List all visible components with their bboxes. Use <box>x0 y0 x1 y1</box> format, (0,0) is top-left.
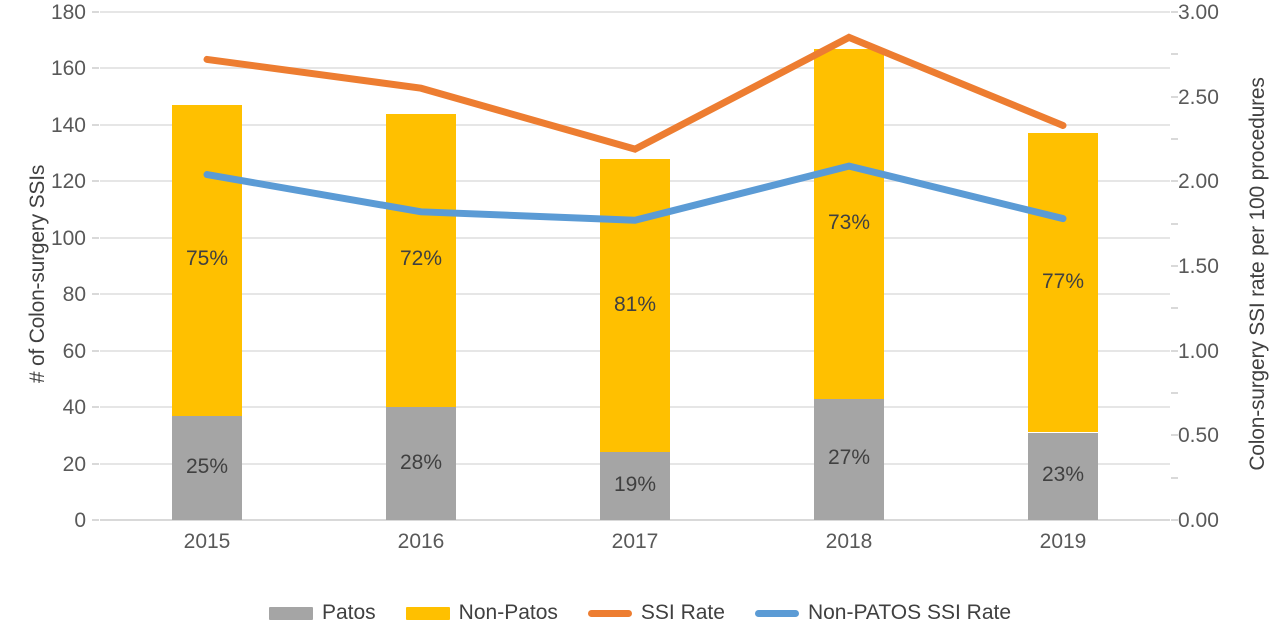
y-axis-right-tick-mark <box>1171 138 1178 140</box>
bar-data-label: 25% <box>185 454 229 478</box>
y-axis-left-tick-label: 160 <box>50 57 86 81</box>
y-axis-left-tick-mark <box>92 293 99 296</box>
gridline <box>100 11 1170 13</box>
legend-label: Patos <box>321 601 376 624</box>
y-axis-right-ticks: 0.00 0.50 1.00 1.50 2.00 2.50 3.00 <box>1178 0 1244 540</box>
y-axis-left-tick-label: 20 <box>62 452 86 476</box>
y-axis-right-tick-label: 0.00 <box>1178 509 1219 532</box>
y-axis-left-tick-mark <box>92 11 99 13</box>
y-axis-right-tick-mark <box>1171 349 1178 352</box>
x-axis-tick-label: 2015 <box>183 530 231 553</box>
legend-item-ssi-rate[interactable]: SSI Rate <box>587 601 725 625</box>
legend-item-non-patos[interactable]: Non-Patos <box>405 601 558 625</box>
legend-item-patos[interactable]: Patos <box>268 601 376 625</box>
legend-line-swatch-icon <box>754 609 799 617</box>
y-axis-right-tick-label: 2.00 <box>1178 170 1219 194</box>
bar-group[interactable]: 27% 73% <box>814 12 884 520</box>
legend-bar-swatch-icon <box>268 606 313 620</box>
y-axis-left-tick-mark <box>92 519 99 521</box>
x-axis-tick-label: 2019 <box>1039 530 1087 553</box>
bar-data-label: 23% <box>1041 463 1085 487</box>
bar-segment-patos[interactable] <box>386 407 456 520</box>
y-axis-right-tick-mark <box>1171 307 1178 310</box>
bar-data-label: 77% <box>1041 269 1085 293</box>
y-axis-right-tick-mark <box>1171 11 1178 13</box>
bar-segment-patos[interactable] <box>1028 432 1098 520</box>
bar-segment-patos[interactable] <box>600 452 670 520</box>
x-axis-line <box>100 519 1170 521</box>
y-axis-right-tick-mark <box>1171 434 1178 437</box>
y-axis-right-tick-mark <box>1171 476 1178 479</box>
legend-label: SSI Rate <box>640 601 725 624</box>
y-axis-right-tick-mark <box>1171 53 1178 56</box>
y-axis-right-tick-mark <box>1171 392 1178 394</box>
y-axis-right-title: Colon-surgery SSI rate per 100 procedure… <box>1246 77 1269 471</box>
y-axis-right-tick-mark <box>1171 180 1178 183</box>
y-axis-right-tick-mark <box>1171 265 1178 267</box>
y-axis-left-tick-mark <box>92 462 99 465</box>
y-axis-right-tick-mark <box>1171 519 1178 521</box>
legend-label: Non-Patos <box>458 601 558 624</box>
plot-area: 25% 75% 28% 72% 19% 81% 27% 73% 23% 77% <box>92 11 1178 521</box>
y-axis-left-tick-mark <box>92 67 99 70</box>
bar-group[interactable]: 25% 75% <box>172 12 242 520</box>
y-axis-left-tick-label: 0 <box>74 509 86 532</box>
y-axis-left-tick-label: 100 <box>50 226 86 250</box>
y-axis-right-tick-label: 0.50 <box>1178 424 1219 448</box>
y-axis-left-tick-label: 40 <box>62 396 86 420</box>
legend-bar-swatch-icon <box>405 606 450 620</box>
y-axis-left-tick-label: 80 <box>62 283 86 307</box>
y-axis-left-tick-mark <box>92 349 99 352</box>
bar-group[interactable]: 23% 77% <box>1028 12 1098 520</box>
y-axis-left-tick-label: 60 <box>62 339 86 363</box>
y-axis-right-tick-label: 3.00 <box>1178 1 1219 24</box>
y-axis-left-tick-mark <box>92 406 99 409</box>
x-axis-tick-label: 2017 <box>611 530 659 553</box>
x-axis-labels: 2015 2016 2017 2018 2019 <box>100 530 1170 570</box>
legend-line-swatch-icon <box>587 609 632 617</box>
y-axis-right-tick-label: 1.00 <box>1178 339 1219 363</box>
bar-data-label: 72% <box>399 247 443 271</box>
y-axis-right-tick-label: 1.50 <box>1178 255 1219 278</box>
x-axis-tick-label: 2016 <box>397 530 445 553</box>
bar-data-label: 75% <box>185 247 229 271</box>
bar-segment-patos[interactable] <box>814 398 884 520</box>
legend-label: Non-PATOS SSI Rate <box>807 601 1012 624</box>
bar-segment-non-patos[interactable] <box>172 105 242 416</box>
y-axis-left-tick-label: 140 <box>50 113 86 137</box>
bar-data-label: 81% <box>613 292 657 316</box>
y-axis-left-ticks: 0 20 40 60 80 100 120 140 160 180 <box>20 0 86 540</box>
bar-group[interactable]: 28% 72% <box>386 12 456 520</box>
legend-item-non-patos-ssi-rate[interactable]: Non-PATOS SSI Rate <box>754 601 1012 625</box>
y-axis-right-tick-mark <box>1171 222 1178 225</box>
y-axis-left-tick-mark <box>92 236 99 239</box>
y-axis-left-tick-mark <box>92 123 99 126</box>
x-axis-tick-label: 2018 <box>825 530 873 553</box>
y-axis-right-tick-label: 2.50 <box>1178 85 1219 109</box>
y-axis-left-tick-label: 120 <box>50 170 86 194</box>
bar-group[interactable]: 19% 81% <box>600 12 670 520</box>
y-axis-left-tick-mark <box>92 180 99 183</box>
bar-data-label: 19% <box>613 473 657 497</box>
bar-segment-patos[interactable] <box>172 415 242 520</box>
chart-legend: Patos Non-Patos SSI Rate Non-PATOS SSI Rate <box>0 598 1280 628</box>
bar-data-label: 27% <box>827 446 871 470</box>
bar-data-label: 73% <box>827 210 871 234</box>
y-axis-right-tick-mark <box>1171 95 1178 98</box>
y-axis-left-tick-label: 180 <box>50 1 86 24</box>
bar-data-label: 28% <box>399 450 443 474</box>
